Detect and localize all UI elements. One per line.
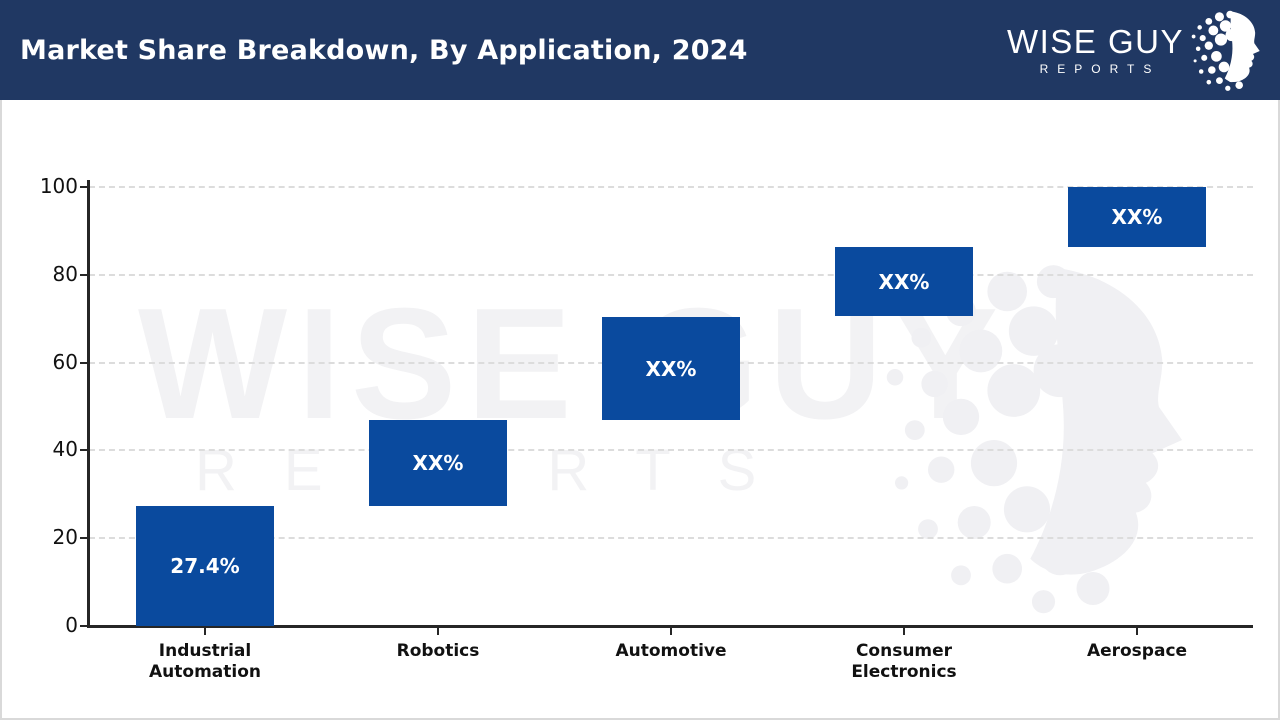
page-title: Market Share Breakdown, By Application, … [20,34,748,66]
bar: 27.4% [136,506,274,626]
x-category-label: Automotive [615,641,727,661]
x-category-label: Aerospace [1086,641,1188,661]
bar-value-label: 27.4% [170,554,240,578]
y-tick [80,274,89,276]
x-category-label: Consumer Electronics [851,641,957,683]
page-frame-border [0,100,1280,720]
wise-guy-logo: WISE GUY REPORTS [1007,7,1262,93]
bar-value-label: XX% [412,451,464,475]
x-tick [670,627,672,635]
logo-wordmark: WISE GUY [1006,23,1184,60]
bar-value-label: XX% [878,269,930,294]
y-tick [80,625,89,627]
y-tick [80,537,89,539]
x-category-label: Robotics [396,641,480,661]
gridline [89,274,1253,276]
gridline [89,449,1253,451]
logo-text: WISE GUY REPORTS [1007,25,1184,75]
gridline [89,186,1253,188]
bar: XX% [369,420,507,506]
header-bar: Market Share Breakdown, By Application, … [0,0,1280,100]
bar: XX% [835,247,973,316]
y-tick-label: 100 [39,174,78,198]
bar-value-label: XX% [1111,205,1163,229]
logo-subtext: REPORTS [1039,62,1161,76]
x-tick [204,627,206,635]
bar-value-label: XX% [645,356,697,381]
gridline [89,537,1253,539]
x-tick [1136,627,1138,635]
x-tick [903,627,905,635]
y-tick [80,449,89,451]
y-tick [80,186,89,188]
y-axis-line [87,180,90,628]
x-category-label: Industrial Automation [149,641,261,683]
y-tick [80,362,89,364]
y-tick-label: 0 [65,613,78,637]
bar: XX% [602,317,740,420]
x-tick [437,627,439,635]
wise-guy-face-icon [1191,10,1260,91]
x-axis-line [87,625,1253,628]
y-tick-label: 20 [52,525,78,549]
y-tick-label: 80 [52,262,78,286]
y-tick-label: 60 [52,350,78,374]
y-tick-label: 40 [52,437,78,461]
bar: XX% [1068,187,1206,247]
